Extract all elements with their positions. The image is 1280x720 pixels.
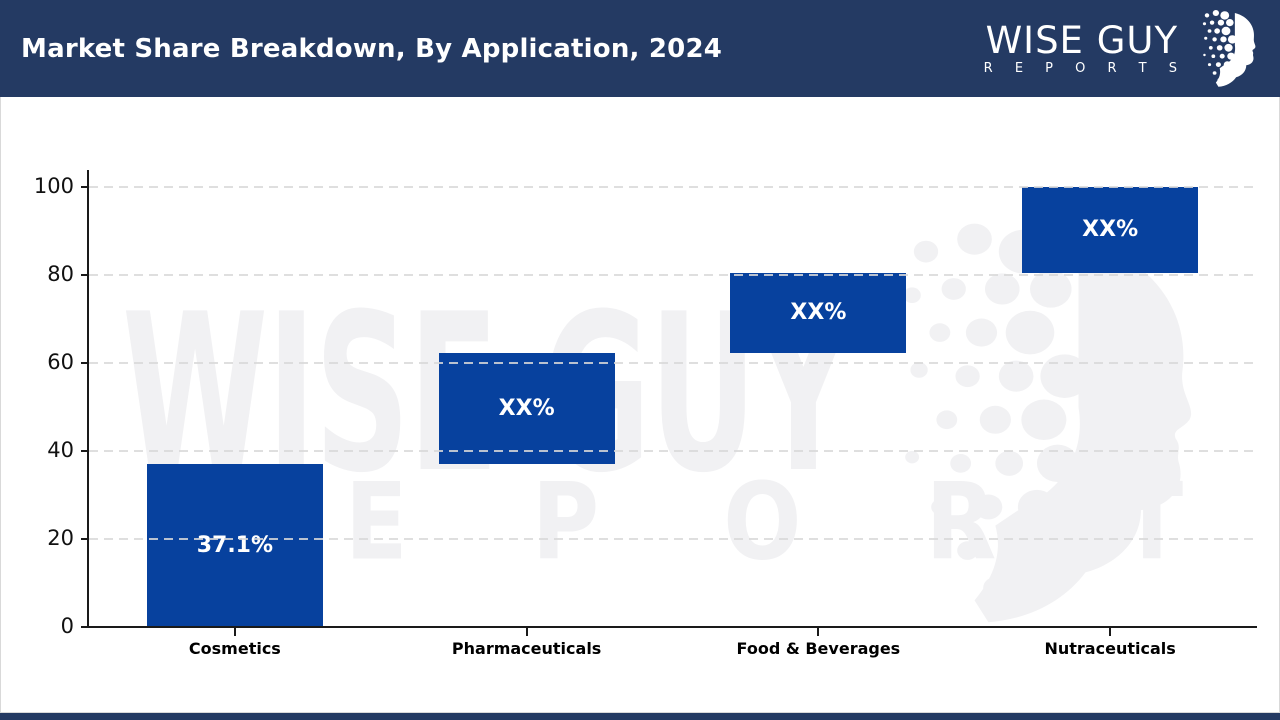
y-tick-label-0: 0 xyxy=(60,614,74,638)
y-tick-100 xyxy=(81,186,89,188)
gridline-80 xyxy=(89,274,1256,276)
bar-pharmaceuticals: XX% xyxy=(438,352,615,464)
bottom-divider xyxy=(0,712,1280,713)
bar-food-beverages: XX% xyxy=(730,272,907,353)
y-tick-label-80: 80 xyxy=(47,262,74,286)
x-tick-1 xyxy=(525,628,528,636)
bar-value-label: XX% xyxy=(790,300,847,326)
bar-value-label: XX% xyxy=(1082,217,1139,243)
x-axis-line xyxy=(87,626,1257,628)
gridline-20 xyxy=(89,538,1256,540)
category-label-0: Cosmetics xyxy=(188,639,281,658)
y-tick-label-60: 60 xyxy=(47,350,74,374)
gridline-100 xyxy=(89,186,1256,188)
x-tick-3 xyxy=(1109,628,1112,636)
brand-logo: WISE GUY R E P O R T S xyxy=(978,7,1264,91)
y-tick-80 xyxy=(81,274,89,276)
gridline-40 xyxy=(89,450,1256,452)
category-label-2: Food & Beverages xyxy=(736,639,901,658)
bar-value-label: 37.1% xyxy=(196,532,274,558)
brand-logo-text: WISE GUY R E P O R T S xyxy=(978,18,1186,77)
category-label-3: Nutraceuticals xyxy=(1044,639,1176,658)
bar-cosmetics: 37.1% xyxy=(146,463,323,627)
brand-subtitle: R E P O R T S xyxy=(983,61,1186,77)
y-tick-60 xyxy=(81,362,89,364)
x-tick-0 xyxy=(233,628,236,636)
bar-nutraceuticals: XX% xyxy=(1022,187,1199,273)
y-tick-0 xyxy=(81,626,89,628)
y-tick-20 xyxy=(81,538,89,540)
y-axis-line xyxy=(87,170,89,628)
header-bar: Market Share Breakdown, By Application, … xyxy=(0,0,1280,97)
bar-value-label: XX% xyxy=(498,395,555,421)
y-tick-label-40: 40 xyxy=(47,438,74,462)
category-label-1: Pharmaceuticals xyxy=(451,639,602,658)
x-tick-2 xyxy=(817,628,820,636)
y-tick-label-100: 100 xyxy=(33,174,74,198)
y-tick-label-20: 20 xyxy=(47,526,74,550)
gridline-60 xyxy=(89,362,1256,364)
brand-head-icon xyxy=(1202,10,1256,87)
brand-name: WISE GUY xyxy=(985,18,1179,62)
chart-title: Market Share Breakdown, By Application, … xyxy=(21,33,723,64)
bottom-bar xyxy=(0,713,1280,720)
y-tick-40 xyxy=(81,450,89,452)
